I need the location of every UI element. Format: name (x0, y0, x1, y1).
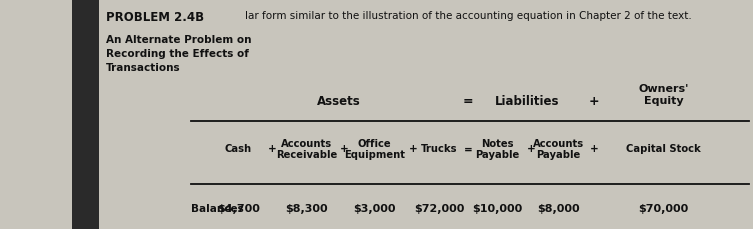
Text: Cash: Cash (224, 144, 252, 154)
Text: An Alternate Problem on
Recording the Effects of
Transactions: An Alternate Problem on Recording the Ef… (105, 35, 251, 72)
Text: $10,000: $10,000 (472, 203, 522, 213)
Text: Capital Stock: Capital Stock (626, 144, 701, 154)
Text: PROBLEM 2.4B: PROBLEM 2.4B (105, 11, 204, 23)
Text: $3,000: $3,000 (353, 203, 396, 213)
Text: Trucks: Trucks (421, 144, 457, 154)
Text: Liabilities: Liabilities (495, 95, 560, 108)
Text: +: + (268, 144, 276, 154)
Text: lar form similar to the illustration of the accounting equation in Chapter 2 of : lar form similar to the illustration of … (245, 11, 692, 20)
Text: $4,700: $4,700 (217, 203, 260, 213)
Text: =: = (464, 144, 473, 154)
Text: +: + (340, 144, 348, 154)
Bar (72, 0, 99, 229)
Text: $70,000: $70,000 (639, 203, 689, 213)
Text: $8,300: $8,300 (285, 203, 328, 213)
Text: Notes
Payable: Notes Payable (475, 138, 519, 160)
Text: Balances: Balances (191, 203, 243, 213)
Text: +: + (526, 144, 535, 154)
Text: +: + (409, 144, 418, 154)
Text: Accounts
Payable: Accounts Payable (532, 138, 584, 160)
Text: Owners'
Equity: Owners' Equity (639, 84, 689, 105)
Text: Accounts
Receivable: Accounts Receivable (276, 138, 337, 160)
Text: =: = (463, 95, 474, 108)
Text: +: + (590, 144, 599, 154)
Text: Office
Equipment: Office Equipment (344, 138, 405, 160)
Text: $72,000: $72,000 (414, 203, 465, 213)
Text: $8,000: $8,000 (537, 203, 580, 213)
Text: +: + (589, 95, 599, 108)
Text: Assets: Assets (317, 95, 361, 108)
